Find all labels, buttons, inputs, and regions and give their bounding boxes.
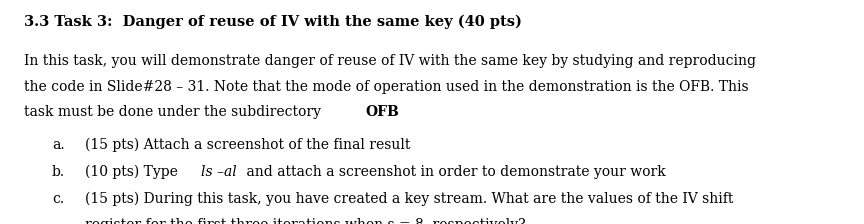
Text: (15 pts) Attach a screenshot of the final result: (15 pts) Attach a screenshot of the fina… xyxy=(85,138,410,152)
Text: task must be done under the subdirectory: task must be done under the subdirectory xyxy=(24,105,326,119)
Text: the code in Slide#28 – 31. Note that the mode of operation used in the demonstra: the code in Slide#28 – 31. Note that the… xyxy=(24,80,749,94)
Text: (10 pts) Type: (10 pts) Type xyxy=(85,165,182,179)
Text: a.: a. xyxy=(52,138,65,152)
Text: ls –al: ls –al xyxy=(201,165,237,179)
Text: In this task, you will demonstrate danger of reuse of IV with the same key by st: In this task, you will demonstrate dange… xyxy=(24,54,756,68)
Text: register for the first three iterations when s = 8, respectively?: register for the first three iterations … xyxy=(85,218,525,224)
Text: and attach a screenshot in order to demonstrate your work: and attach a screenshot in order to demo… xyxy=(242,165,666,179)
Text: OFB: OFB xyxy=(365,105,400,119)
Text: c.: c. xyxy=(52,192,64,206)
Text: (15 pts) During this task, you have created a key stream. What are the values of: (15 pts) During this task, you have crea… xyxy=(85,192,733,206)
Text: 3.3 Task 3:  Danger of reuse of IV with the same key (40 pts): 3.3 Task 3: Danger of reuse of IV with t… xyxy=(24,15,522,29)
Text: b.: b. xyxy=(52,165,65,179)
